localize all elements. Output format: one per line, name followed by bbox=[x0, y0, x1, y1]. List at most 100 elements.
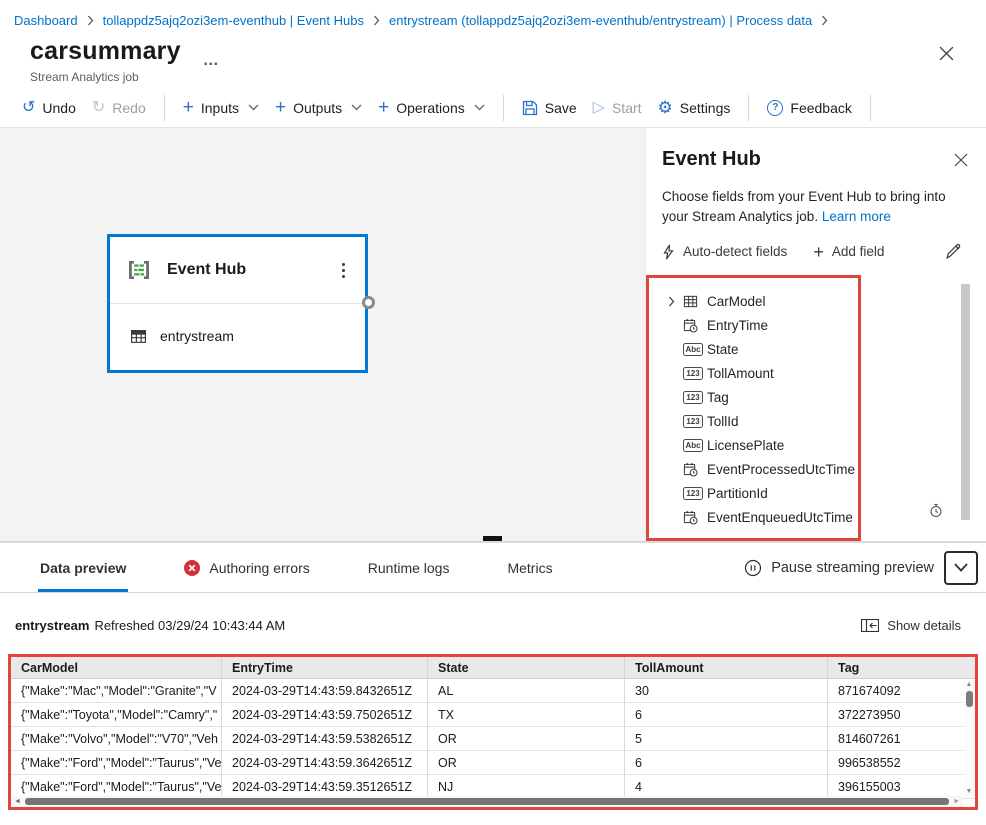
field-item-entrytime[interactable]: EntryTime bbox=[668, 313, 858, 337]
chevron-right-icon bbox=[87, 15, 94, 26]
column-header-tollamount: TollAmount bbox=[625, 657, 828, 678]
add-operations-button[interactable]: + Operations bbox=[370, 96, 493, 120]
feedback-button[interactable]: ? Feedback bbox=[759, 96, 859, 120]
scroll-down-icon[interactable]: ▼ bbox=[965, 788, 973, 795]
plus-icon: + bbox=[182, 96, 194, 118]
table-row[interactable]: {"Make":"Ford","Model":"Taurus","Ve 2024… bbox=[11, 751, 975, 775]
breadcrumb-dashboard[interactable]: Dashboard bbox=[14, 13, 78, 28]
plus-icon: + bbox=[275, 96, 287, 118]
breadcrumb-eventhub-namespace[interactable]: tollappdz5ajq2ozi3em-eventhub | Event Hu… bbox=[102, 13, 364, 28]
tab-data-preview[interactable]: Data preview bbox=[38, 543, 129, 592]
breadcrumb-process-data[interactable]: entrystream (tollappdz5ajq2ozi3em-eventh… bbox=[389, 13, 813, 28]
page-close-button[interactable] bbox=[935, 42, 958, 65]
plus-icon: + bbox=[378, 96, 390, 118]
field-item-carmodel[interactable]: CarModel bbox=[668, 289, 858, 313]
column-header-entrytime: EntryTime bbox=[222, 657, 428, 678]
column-header-carmodel: CarModel bbox=[11, 657, 222, 678]
diagram-canvas[interactable]: Event Hub entrystream bbox=[0, 128, 645, 541]
lightning-icon bbox=[662, 244, 675, 260]
table-row[interactable]: {"Make":"Volvo","Model":"V70","Veh 2024-… bbox=[11, 727, 975, 751]
node-input-row[interactable]: entrystream bbox=[110, 304, 365, 368]
panel-title: Event Hub bbox=[662, 148, 761, 170]
open-pane-icon bbox=[861, 619, 880, 632]
learn-more-link[interactable]: Learn more bbox=[821, 208, 891, 224]
toolbar-divider bbox=[502, 94, 504, 121]
event-hub-node[interactable]: Event Hub entrystream bbox=[107, 234, 375, 373]
field-item-tollamount[interactable]: 123 TollAmount bbox=[668, 361, 858, 385]
field-item-tollid[interactable]: 123 TollId bbox=[668, 409, 858, 433]
tab-authoring-errors[interactable]: Authoring errors bbox=[182, 543, 311, 592]
number-type-icon: 123 bbox=[683, 414, 703, 428]
toolbar-divider bbox=[748, 94, 750, 121]
node-output-connector[interactable] bbox=[362, 296, 375, 309]
canvas-horizontal-scrollbar[interactable] bbox=[483, 536, 502, 541]
error-icon bbox=[184, 559, 201, 576]
table-row[interactable]: {"Make":"Mac","Model":"Granite","V 2024-… bbox=[11, 679, 975, 703]
fields-highlight-box: CarModel EntryTime Abc State 123 TollAmo… bbox=[646, 275, 861, 541]
number-type-icon: 123 bbox=[683, 486, 703, 500]
page-title: carsummary bbox=[30, 37, 181, 65]
scroll-up-icon[interactable]: ▲ bbox=[965, 681, 973, 688]
auto-detect-fields-button[interactable]: Auto-detect fields bbox=[662, 244, 787, 260]
add-inputs-button[interactable]: + Inputs bbox=[175, 96, 267, 120]
settings-button[interactable]: ⚙ Settings bbox=[650, 96, 739, 120]
tab-runtime-logs[interactable]: Runtime logs bbox=[366, 543, 452, 592]
more-options-icon[interactable]: … bbox=[202, 52, 219, 69]
undo-icon: ↺ bbox=[22, 98, 36, 116]
table-vertical-scrollbar[interactable]: ▲ ▼ bbox=[963, 680, 975, 796]
table-row[interactable]: {"Make":"Ford","Model":"Taurus","Ve 2024… bbox=[11, 775, 975, 799]
field-item-state[interactable]: Abc State bbox=[668, 337, 858, 361]
field-item-eventprocessedutctime[interactable]: EventProcessedUtcTime bbox=[668, 457, 858, 481]
data-preview-table: CarModel EntryTime State TollAmount Tag … bbox=[8, 654, 978, 810]
table-row[interactable]: {"Make":"Toyota","Model":"Camry"," 2024-… bbox=[11, 703, 975, 727]
scroll-right-icon[interactable]: ► bbox=[953, 798, 960, 805]
start-button[interactable]: ▷ Start bbox=[585, 96, 650, 120]
undo-button[interactable]: ↺ Undo bbox=[14, 96, 84, 120]
edit-pencil-button[interactable] bbox=[943, 241, 964, 262]
tab-metrics[interactable]: Metrics bbox=[505, 543, 554, 592]
chevron-down-icon bbox=[954, 563, 968, 572]
datetime-icon bbox=[683, 318, 707, 333]
vertical-scroll-thumb[interactable] bbox=[965, 691, 973, 707]
add-field-button[interactable]: + Add field bbox=[813, 241, 885, 262]
field-item-tag[interactable]: 123 Tag bbox=[668, 385, 858, 409]
toolbar-divider bbox=[163, 94, 165, 121]
table-horizontal-scrollbar[interactable]: ◄ ► bbox=[11, 796, 963, 807]
preview-options-dropdown-button[interactable] bbox=[944, 550, 978, 585]
panel-close-button[interactable] bbox=[952, 151, 970, 169]
page-subtitle: Stream Analytics job bbox=[30, 70, 139, 84]
chevron-down-icon bbox=[351, 104, 362, 111]
panel-description: Choose fields from your Event Hub to bri… bbox=[662, 189, 946, 224]
pencil-icon bbox=[945, 243, 962, 260]
table-header-row: CarModel EntryTime State TollAmount Tag bbox=[11, 657, 975, 679]
chevron-down-icon bbox=[248, 104, 259, 111]
datetime-icon bbox=[683, 510, 707, 525]
show-details-button[interactable]: Show details bbox=[861, 618, 961, 633]
redo-icon: ↻ bbox=[91, 98, 106, 116]
save-button[interactable]: Save bbox=[514, 96, 585, 120]
close-icon bbox=[954, 153, 968, 167]
play-icon: ▷ bbox=[592, 98, 605, 116]
string-type-icon: Abc bbox=[683, 342, 703, 356]
toolbar: ↺ Undo ↻ Redo + Inputs + Outputs + Opera… bbox=[0, 88, 986, 128]
record-icon bbox=[683, 294, 707, 309]
scroll-left-icon[interactable]: ◄ bbox=[14, 798, 21, 805]
field-item-licenseplate[interactable]: Abc LicensePlate bbox=[668, 433, 858, 457]
close-icon bbox=[939, 46, 954, 61]
toolbar-divider bbox=[869, 94, 871, 121]
pause-streaming-preview-button[interactable]: Pause streaming preview bbox=[744, 559, 934, 577]
number-type-icon: 123 bbox=[683, 366, 703, 380]
redo-button[interactable]: ↻ Redo bbox=[84, 96, 154, 120]
horizontal-scroll-thumb[interactable] bbox=[24, 798, 950, 805]
pause-circle-icon bbox=[744, 559, 762, 577]
field-item-partitionid[interactable]: 123 PartitionId bbox=[668, 481, 858, 505]
chevron-expand-icon[interactable] bbox=[668, 296, 683, 307]
field-item-eventenqueuedutctime[interactable]: EventEnqueuedUtcTime bbox=[668, 505, 858, 529]
chevron-right-icon bbox=[821, 15, 828, 26]
add-outputs-button[interactable]: + Outputs bbox=[267, 96, 370, 120]
panel-scrollbar[interactable] bbox=[961, 284, 970, 520]
node-menu-button[interactable] bbox=[338, 259, 349, 282]
preview-info-row: entrystream Refreshed 03/29/24 10:43:44 … bbox=[15, 618, 961, 633]
timer-icon bbox=[929, 503, 943, 518]
